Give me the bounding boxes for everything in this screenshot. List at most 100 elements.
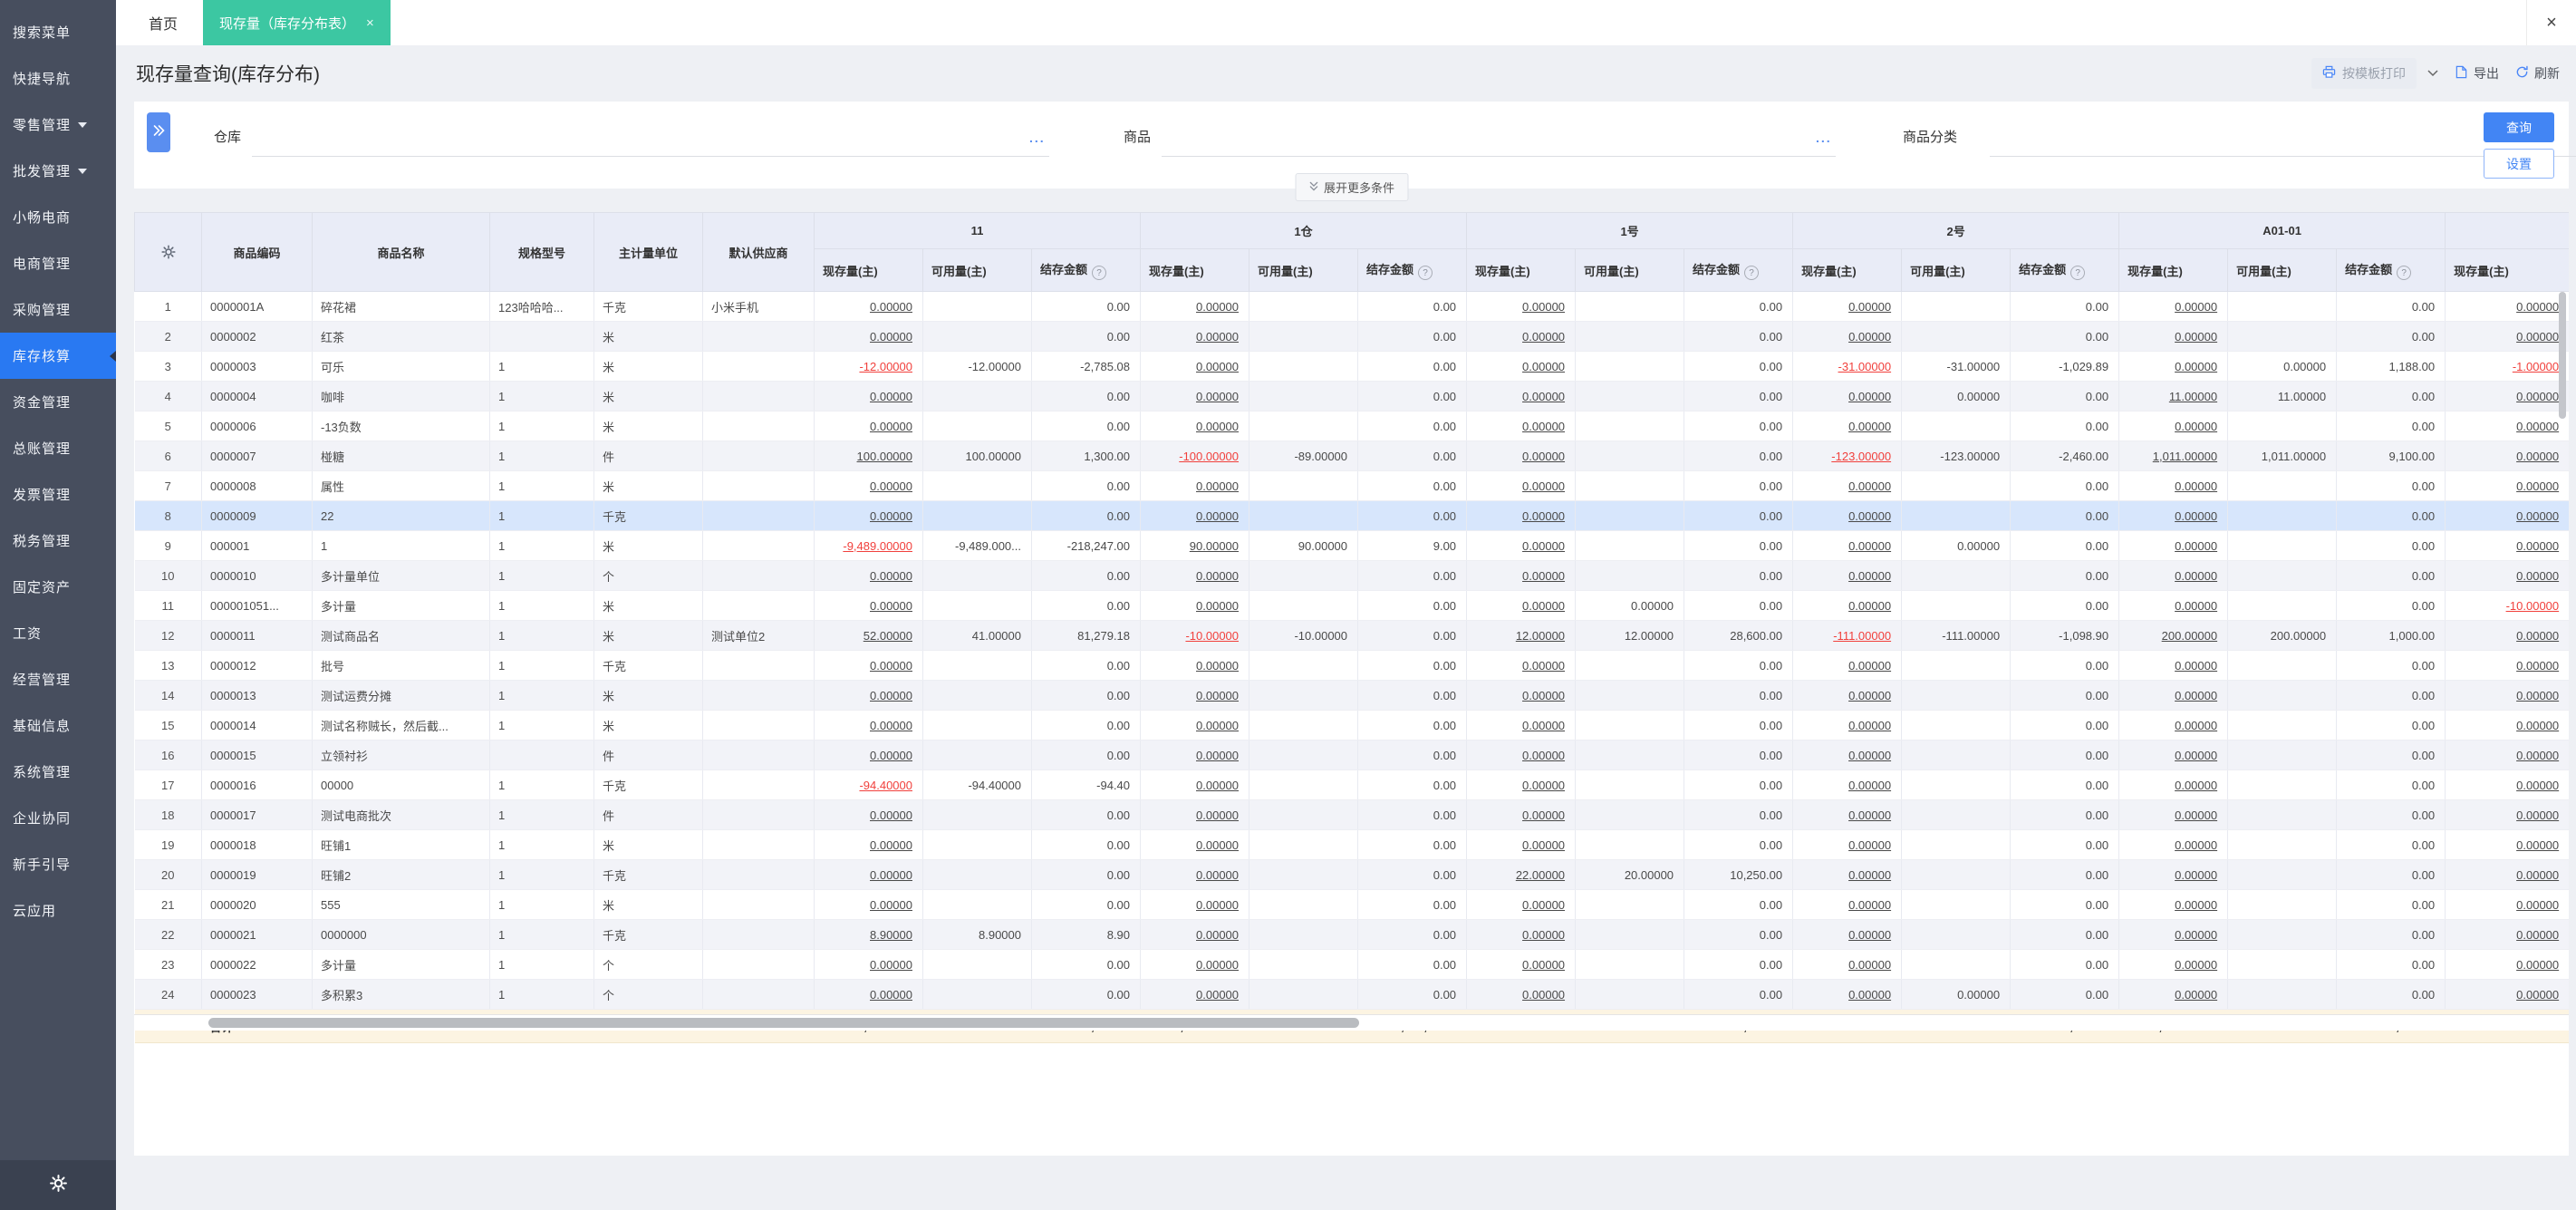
sidebar-item-库存核算[interactable]: 库存核算 xyxy=(0,333,116,379)
query-button[interactable]: 查询 xyxy=(2484,112,2554,142)
stock-qty-link[interactable]: 0.00000 xyxy=(2516,389,2560,403)
stock-qty-link[interactable]: 0.00000 xyxy=(1522,329,1566,344)
stock-qty-cell[interactable]: -12.00000 xyxy=(814,351,923,382)
stock-qty-link[interactable]: 0.00000 xyxy=(2516,688,2560,702)
stock-qty-link[interactable]: 0.00000 xyxy=(1848,688,1892,702)
stock-qty-cell[interactable]: 0.00000 xyxy=(2445,440,2569,471)
stock-qty-link[interactable]: 0.00000 xyxy=(1196,658,1240,673)
stock-qty-link[interactable]: 200.00000 xyxy=(2161,628,2218,643)
stock-qty-link[interactable]: 0.00000 xyxy=(2175,598,2218,613)
stock-qty-link[interactable]: 0.00000 xyxy=(2516,568,2560,583)
stock-qty-cell[interactable]: 0.00000 xyxy=(1140,710,1250,741)
stock-qty-link[interactable]: 0.00000 xyxy=(870,598,912,613)
print-by-template-button[interactable]: 按模板打印 xyxy=(2311,58,2417,89)
stock-qty-cell[interactable]: -31.00000 xyxy=(1792,351,1903,382)
stock-qty-link[interactable]: 0.00000 xyxy=(1848,837,1892,852)
table-row[interactable]: 21 0000020 555 1 米 0.00000 0.00 0.00000 0.00 0.00… xyxy=(134,889,2569,920)
product-picker-button[interactable]: ... xyxy=(1816,131,1832,145)
stock-qty-link[interactable]: 0.00000 xyxy=(1522,598,1566,613)
stock-qty-cell[interactable]: 0.00000 xyxy=(2445,560,2569,591)
stock-qty-link[interactable]: -94.40000 xyxy=(859,778,912,792)
table-row[interactable]: 2 0000002 红茶 米 0.00000 0.00 0.00000 0.00 0.00000… xyxy=(134,321,2569,352)
tab-close-icon[interactable]: × xyxy=(366,15,374,31)
stock-qty-cell[interactable]: 0.00000 xyxy=(2118,530,2229,561)
stock-qty-cell[interactable]: 0.00000 xyxy=(1140,889,1250,920)
stock-qty-link[interactable]: 0.00000 xyxy=(1196,508,1240,523)
stock-qty-cell[interactable]: 0.00000 xyxy=(2118,560,2229,591)
stock-qty-cell[interactable]: 0.00000 xyxy=(814,859,923,890)
stock-qty-link[interactable]: 0.00000 xyxy=(1196,897,1240,912)
table-row[interactable]: 7 0000008 属性 1 米 0.00000 0.00 0.00000 0.00 0.0000… xyxy=(134,470,2569,501)
stock-qty-link[interactable]: 0.00000 xyxy=(870,987,912,1002)
stock-qty-cell[interactable]: 0.00000 xyxy=(1140,799,1250,830)
stock-qty-link[interactable]: 0.00000 xyxy=(2516,748,2560,762)
stock-qty-cell[interactable]: 0.00000 xyxy=(814,889,923,920)
stock-qty-cell[interactable]: 0.00000 xyxy=(2118,710,2229,741)
table-row[interactable]: 15 0000014 测试名称贼长，然后截... 1 米 0.00000 0.00 0.000… xyxy=(134,710,2569,741)
stock-qty-cell[interactable]: 0.00000 xyxy=(1140,979,1250,1010)
stock-qty-link[interactable]: 0.00000 xyxy=(2516,329,2560,344)
window-close-button[interactable]: × xyxy=(2526,0,2576,45)
stock-qty-cell[interactable]: 0.00000 xyxy=(2445,530,2569,561)
stock-qty-link[interactable]: 0.00000 xyxy=(1848,479,1892,493)
stock-qty-cell[interactable]: -100.00000 xyxy=(1140,440,1250,471)
stock-qty-link[interactable]: -10.00000 xyxy=(1185,628,1240,643)
stock-qty-link[interactable]: 0.00000 xyxy=(2516,299,2560,314)
stock-qty-cell[interactable]: 0.00000 xyxy=(1792,650,1903,681)
stock-qty-link[interactable]: 0.00000 xyxy=(2175,867,2218,882)
stock-qty-cell[interactable]: 0.00000 xyxy=(2118,770,2229,800)
stock-qty-cell[interactable]: 0.00000 xyxy=(1140,650,1250,681)
stock-qty-cell[interactable]: 0.00000 xyxy=(1140,859,1250,890)
stock-qty-link[interactable]: 12.00000 xyxy=(1515,628,1566,643)
stock-qty-cell[interactable]: -9,489.00000 xyxy=(814,530,923,561)
stock-qty-link[interactable]: 0.00000 xyxy=(1196,808,1240,822)
sidebar-item-云应用[interactable]: 云应用 xyxy=(0,887,116,934)
stock-qty-link[interactable]: 0.00000 xyxy=(1848,957,1892,972)
stock-qty-cell[interactable]: 0.00000 xyxy=(1466,411,1577,441)
horizontal-scrollbar-track[interactable] xyxy=(134,1014,2569,1031)
stock-qty-cell[interactable]: 0.00000 xyxy=(2445,740,2569,770)
tab-home[interactable]: 首页 xyxy=(149,17,178,33)
stock-qty-link[interactable]: 0.00000 xyxy=(870,329,912,344)
stock-qty-link[interactable]: 0.00000 xyxy=(1848,568,1892,583)
stock-qty-cell[interactable]: 8.90000 xyxy=(814,919,923,950)
stock-qty-cell[interactable]: 12.00000 xyxy=(1466,620,1577,651)
stock-qty-cell[interactable]: 0.00000 xyxy=(1466,710,1577,741)
stock-qty-cell[interactable]: 0.00000 xyxy=(2445,979,2569,1010)
sidebar-item-资金管理[interactable]: 资金管理 xyxy=(0,379,116,425)
stock-qty-link[interactable]: 0.00000 xyxy=(2175,778,2218,792)
stock-qty-link[interactable]: 0.00000 xyxy=(1522,419,1566,433)
tab-inventory-distribution[interactable]: 现存量（库存分布表） × xyxy=(203,0,391,45)
stock-qty-cell[interactable]: 0.00000 xyxy=(2118,859,2229,890)
vertical-scrollbar[interactable] xyxy=(2559,292,2566,419)
stock-qty-cell[interactable]: 0.00000 xyxy=(1140,680,1250,711)
stock-qty-link[interactable]: 0.00000 xyxy=(1522,987,1566,1002)
stock-qty-cell[interactable]: 0.00000 xyxy=(814,740,923,770)
stock-qty-link[interactable]: 0.00000 xyxy=(2516,778,2560,792)
stock-qty-cell[interactable]: 0.00000 xyxy=(2118,590,2229,621)
stock-qty-link[interactable]: 0.00000 xyxy=(1848,987,1892,1002)
stock-qty-link[interactable]: 0.00000 xyxy=(2175,688,2218,702)
stock-qty-cell[interactable]: 11.00000 xyxy=(2118,381,2229,411)
stock-qty-link[interactable]: 0.00000 xyxy=(1522,538,1566,553)
stock-qty-link[interactable]: 0.00000 xyxy=(870,837,912,852)
stock-qty-link[interactable]: -10.00000 xyxy=(2505,598,2560,613)
sidebar-item-经营管理[interactable]: 经营管理 xyxy=(0,656,116,702)
stock-qty-link[interactable]: 0.00000 xyxy=(1522,957,1566,972)
stock-qty-link[interactable]: 0.00000 xyxy=(870,568,912,583)
stock-qty-link[interactable]: 0.00000 xyxy=(2516,628,2560,643)
table-row[interactable]: 1 0000001A 碎花裙 123哈哈哈... 千克 小米手机 0.00000 0.00 0.… xyxy=(134,291,2569,322)
stock-qty-link[interactable]: 0.00000 xyxy=(870,419,912,433)
sidebar-item-小畅电商[interactable]: 小畅电商 xyxy=(0,194,116,240)
export-button[interactable]: 导出 xyxy=(2455,64,2499,82)
stock-qty-link[interactable]: 0.00000 xyxy=(2175,419,2218,433)
stock-qty-link[interactable]: 22.00000 xyxy=(1515,867,1566,882)
stock-qty-cell[interactable]: 0.00000 xyxy=(2445,470,2569,501)
stock-qty-link[interactable]: 1,011.00000 xyxy=(2152,449,2218,463)
stock-qty-link[interactable]: 0.00000 xyxy=(1848,927,1892,942)
stock-qty-cell[interactable]: 0.00000 xyxy=(2118,979,2229,1010)
stock-qty-link[interactable]: 0.00000 xyxy=(1848,778,1892,792)
stock-qty-cell[interactable]: 0.00000 xyxy=(2445,770,2569,800)
stock-qty-link[interactable]: 0.00000 xyxy=(2516,658,2560,673)
stock-qty-link[interactable]: 0.00000 xyxy=(2175,748,2218,762)
